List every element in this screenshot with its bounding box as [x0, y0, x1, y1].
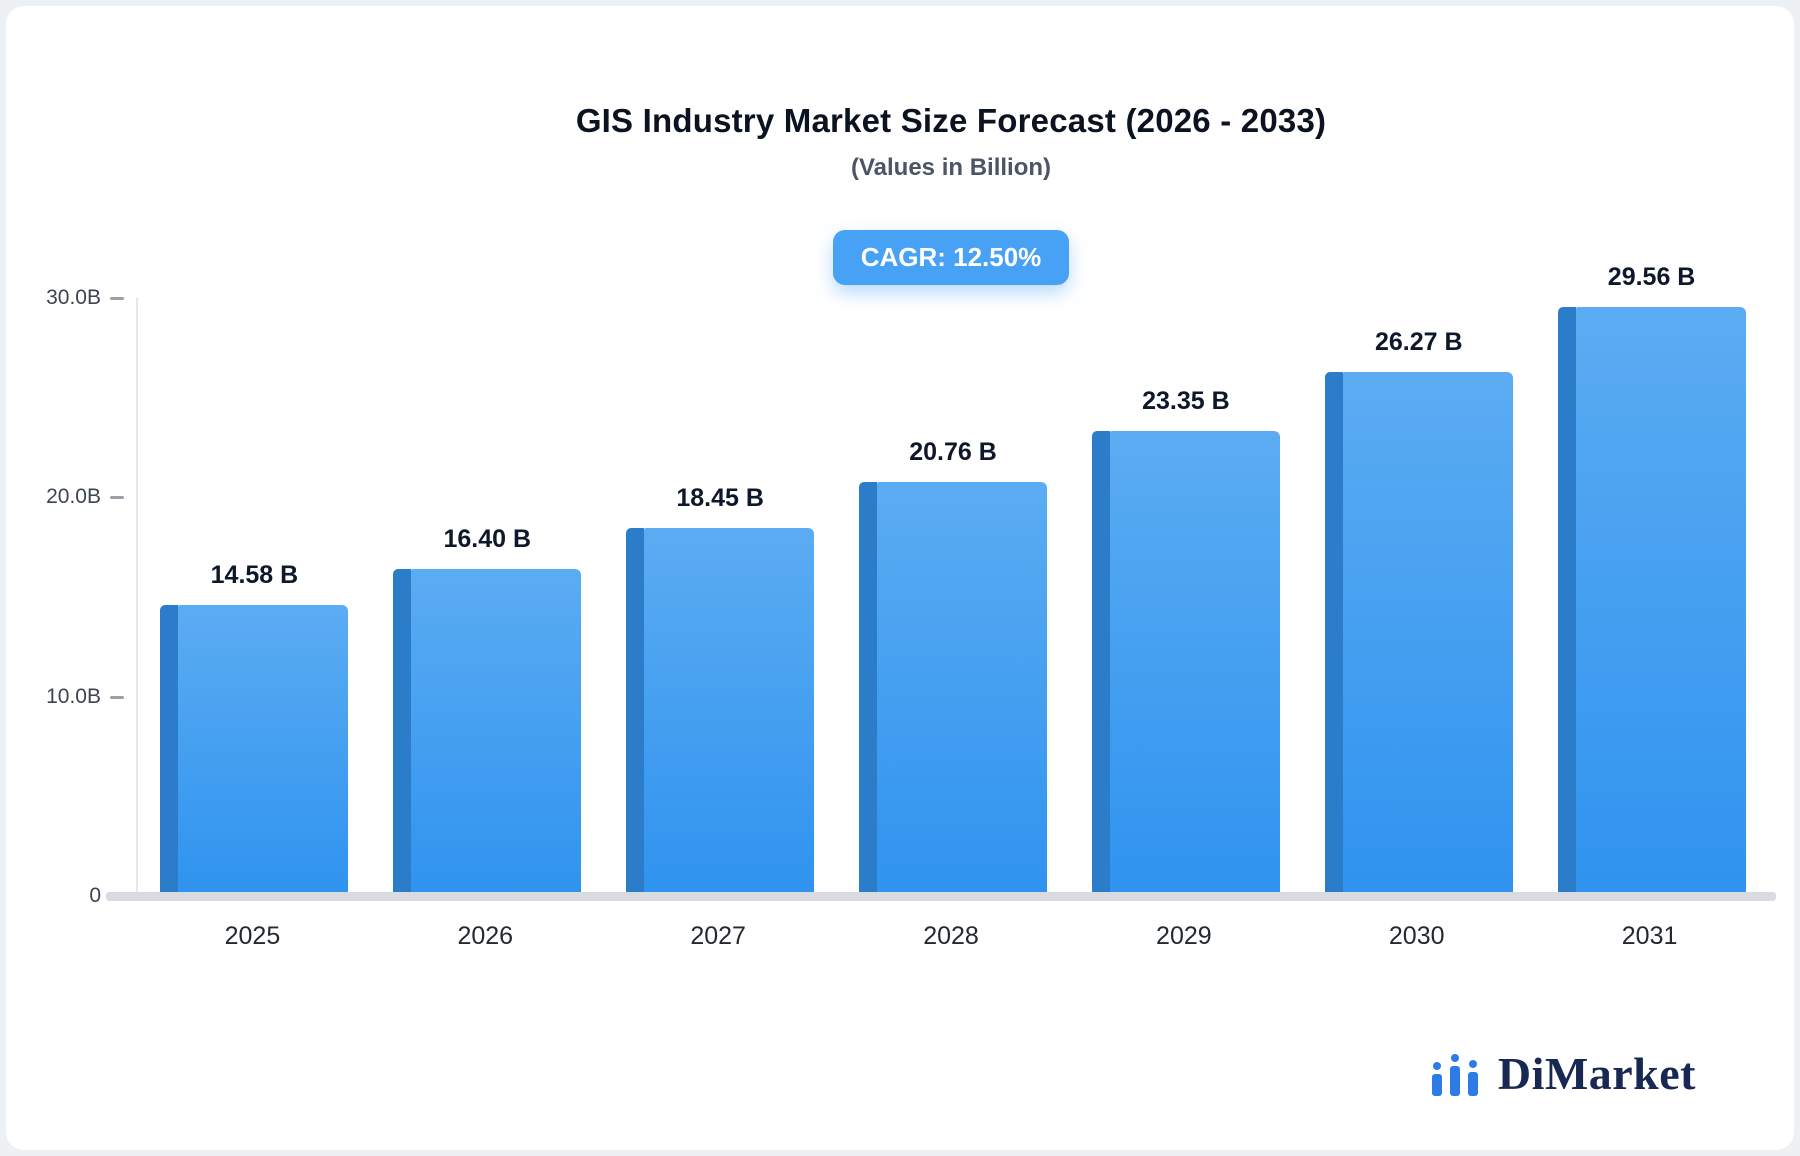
- chart-subtitle: (Values in Billion): [850, 154, 1052, 181]
- bar-value-label: 16.40 B: [443, 525, 532, 553]
- bar: 26.27 B: [1324, 328, 1513, 896]
- dimarket-logo: DiMarket: [1426, 1044, 1696, 1102]
- y-tick-label: 10.0B: [46, 685, 101, 708]
- x-tick-label: 2031: [1621, 922, 1678, 950]
- bar-slot: 23.35 B: [1069, 298, 1302, 896]
- y-tick: 20.0B: [6, 485, 124, 509]
- bar-side-shade: [1324, 372, 1343, 896]
- dimarket-logo-icon: [1431, 1054, 1478, 1096]
- bar-side-shade: [1091, 431, 1110, 896]
- plot-area: 14.58 B 16.40 B 18.45 B 20.76 B 23.35 B 26.27…: [46, 263, 1768, 907]
- bar-slot: 16.40 B: [371, 298, 604, 896]
- bar-value-label: 29.56 B: [1607, 263, 1696, 291]
- bar-face: [178, 605, 349, 896]
- dimarket-logo-text: DiMarket: [1497, 1047, 1696, 1099]
- bar-side-shade: [393, 569, 412, 896]
- x-tick-label: 2026: [457, 922, 514, 950]
- cagr-badge: CAGR: 12.50%: [832, 230, 1070, 285]
- bar-face: [1109, 431, 1280, 896]
- cagr-badge-wrap: CAGR: 12.50%: [136, 230, 1766, 285]
- bar-face: [411, 569, 582, 896]
- y-tick: 10.0B: [6, 685, 124, 709]
- y-tick-label: 0: [89, 884, 101, 907]
- chart-card: GIS Industry Market Size Forecast (2026 …: [6, 6, 1794, 1150]
- y-tick-label: 30.0B: [46, 286, 101, 309]
- bar-value-label: 20.76 B: [909, 438, 997, 466]
- bar-value-label: 26.27 B: [1374, 328, 1463, 356]
- x-tick-label: 2030: [1388, 922, 1445, 950]
- bar: 14.58 B: [160, 561, 349, 896]
- bar-side-shade: [859, 482, 877, 896]
- chart-title: GIS Industry Market Size Forecast (2026 …: [575, 102, 1327, 139]
- y-tick-label: 20.0B: [46, 485, 101, 508]
- bar-face: [877, 482, 1047, 896]
- bar-value-label: 18.45 B: [676, 484, 764, 512]
- x-tick-label: 2028: [923, 922, 979, 950]
- bar-value-label: 23.35 B: [1142, 387, 1230, 415]
- bar-side-shade: [160, 605, 179, 896]
- bar: 20.76 B: [859, 438, 1047, 896]
- bar: 29.56 B: [1557, 263, 1746, 896]
- y-tick: 30.0B: [6, 286, 124, 310]
- y-tick-mark: [110, 296, 124, 300]
- bar-face: [644, 528, 815, 896]
- bar-slot: 29.56 B: [1535, 263, 1768, 896]
- bar-slot: 18.45 B: [604, 298, 837, 896]
- bar: 23.35 B: [1091, 387, 1280, 896]
- x-tick-label: 2027: [690, 922, 746, 950]
- bar-face: [1342, 372, 1513, 896]
- bar: 18.45 B: [626, 484, 815, 896]
- bar-side-shade: [626, 528, 645, 896]
- bar-slot: 20.76 B: [837, 298, 1070, 896]
- x-tick-label: 2029: [1156, 922, 1212, 950]
- bar-slot: 26.27 B: [1302, 298, 1535, 896]
- bar-slot: 14.58 B: [138, 298, 371, 896]
- bar-face: [1575, 307, 1746, 896]
- bar-value-label: 14.58 B: [210, 561, 299, 589]
- x-axis-labels: 2025 2026 2027 2028 2029 2030 2031: [136, 922, 1766, 951]
- bar: 16.40 B: [393, 525, 582, 896]
- y-tick-mark: [110, 495, 124, 499]
- y-tick-mark: [110, 695, 124, 699]
- bar-side-shade: [1557, 307, 1576, 896]
- x-tick-label: 2025: [224, 922, 281, 950]
- x-axis-line: [106, 892, 1776, 901]
